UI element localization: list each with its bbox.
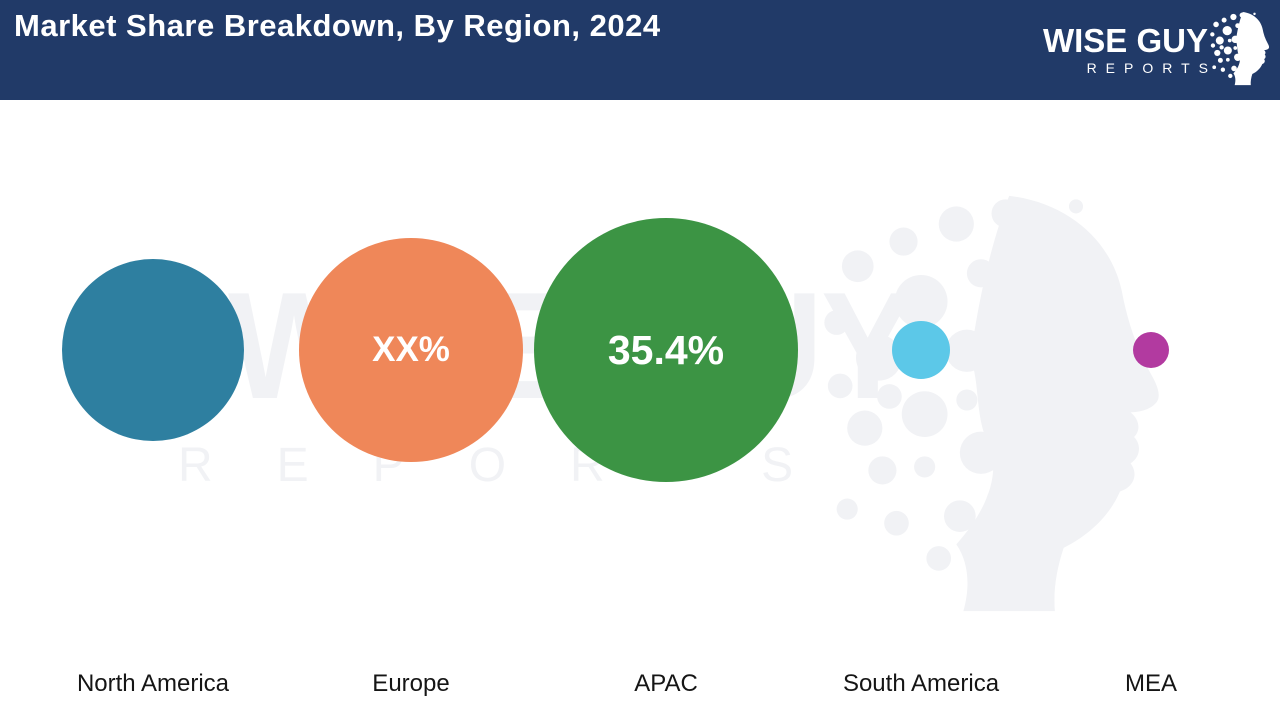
wiseguy-logo: WISE GUY REPORTS [1030,6,1270,94]
logo-wiseguy-text: WISE GUY [1042,22,1208,59]
region-label-mea: MEA [1124,670,1178,697]
header: Market Share Breakdown, By Region, 2024 … [0,0,1280,100]
chart-area: WISE GUY REPORTS North AmericaXX%Europe3… [0,100,1280,720]
bubble-europe: XX% [299,238,523,462]
region-label-apac: APAC [634,670,698,697]
bubble-value-apac: 35.4% [607,326,725,373]
region-label-north-america: North America [76,670,230,697]
bubble-mea [1133,332,1169,368]
bubble-north-america [62,259,244,441]
logo-text: WISE GUY REPORTS [1043,24,1208,76]
bubble-chart: North America XX% Europe 35.4% APAC South Ame… [0,100,1280,720]
page-title: Market Share Breakdown, By Region, 2024 [14,8,661,43]
wiseguy-head-icon [1208,8,1270,88]
bubble-value-europe: XX% [372,330,450,369]
logo-reports-text: REPORTS [1086,60,1217,76]
bubble-apac: 35.4% [534,218,798,482]
bubble-south-america [892,321,950,379]
region-label-europe: Europe [372,670,450,697]
region-label-south-america: South America [842,670,1000,697]
